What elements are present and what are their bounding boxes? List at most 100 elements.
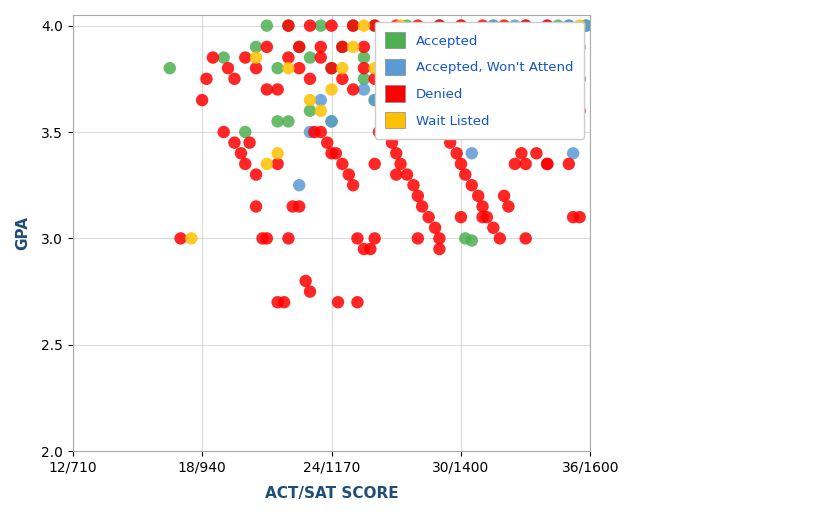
- Denied: [520, 160, 533, 168]
- Denied: [250, 64, 263, 72]
- Wait Listed: [487, 107, 500, 115]
- Denied: [444, 43, 457, 51]
- Denied: [487, 96, 500, 104]
- Accepted: [260, 22, 273, 30]
- Wait Listed: [336, 64, 349, 72]
- Wait Listed: [573, 22, 586, 30]
- Accepted: [551, 22, 564, 30]
- Accepted: [303, 107, 316, 115]
- Accepted: [563, 107, 576, 115]
- Wait Listed: [325, 85, 338, 93]
- Accepted, Won't Attend: [580, 22, 593, 30]
- Accepted, Won't Attend: [520, 64, 533, 72]
- Denied: [563, 160, 576, 168]
- Denied: [411, 54, 424, 62]
- Denied: [364, 245, 377, 253]
- Denied: [422, 43, 435, 51]
- Denied: [487, 43, 500, 51]
- Denied: [303, 75, 316, 83]
- Denied: [308, 128, 321, 136]
- Denied: [541, 22, 554, 30]
- Accepted: [580, 22, 593, 30]
- Denied: [358, 64, 371, 72]
- Denied: [234, 149, 247, 157]
- Accepted: [520, 22, 533, 30]
- Accepted, Won't Attend: [498, 54, 511, 62]
- Denied: [573, 213, 586, 221]
- Accepted, Won't Attend: [454, 43, 467, 51]
- Denied: [465, 107, 478, 115]
- Denied: [411, 22, 424, 30]
- Denied: [368, 160, 381, 168]
- Denied: [260, 85, 273, 93]
- Wait Listed: [250, 54, 263, 62]
- Accepted: [530, 64, 543, 72]
- Denied: [293, 64, 306, 72]
- Wait Listed: [508, 75, 521, 83]
- Denied: [379, 128, 392, 136]
- Denied: [508, 117, 521, 125]
- Accepted: [459, 234, 472, 243]
- Accepted, Won't Attend: [530, 75, 543, 83]
- Accepted: [454, 22, 467, 30]
- Denied: [415, 202, 428, 211]
- Wait Listed: [422, 75, 435, 83]
- Accepted, Won't Attend: [573, 75, 586, 83]
- Denied: [433, 22, 446, 30]
- Denied: [444, 85, 457, 93]
- Accepted: [573, 43, 586, 51]
- Accepted: [368, 22, 381, 30]
- Accepted: [401, 22, 414, 30]
- Denied: [530, 149, 543, 157]
- Denied: [379, 43, 392, 51]
- Wait Listed: [346, 43, 359, 51]
- Denied: [200, 75, 213, 83]
- Denied: [321, 138, 334, 147]
- Wait Listed: [260, 160, 273, 168]
- Denied: [342, 170, 355, 179]
- Accepted, Won't Attend: [379, 64, 392, 72]
- Accepted, Won't Attend: [476, 75, 489, 83]
- Accepted: [379, 64, 392, 72]
- Denied: [379, 54, 392, 62]
- Accepted, Won't Attend: [487, 22, 500, 30]
- Wait Listed: [551, 43, 564, 51]
- Wait Listed: [379, 96, 392, 104]
- Denied: [286, 202, 299, 211]
- Denied: [315, 54, 328, 62]
- Denied: [325, 22, 338, 30]
- Denied: [389, 170, 402, 179]
- Wait Listed: [454, 64, 467, 72]
- Accepted: [358, 75, 371, 83]
- Accepted, Won't Attend: [444, 64, 457, 72]
- Denied: [520, 22, 533, 30]
- Accepted, Won't Attend: [563, 22, 576, 30]
- Accepted: [217, 54, 230, 62]
- Accepted: [271, 117, 284, 125]
- Denied: [207, 54, 220, 62]
- Denied: [260, 43, 273, 51]
- Denied: [454, 22, 467, 30]
- Denied: [454, 160, 467, 168]
- Denied: [351, 298, 364, 307]
- Denied: [239, 54, 252, 62]
- Denied: [394, 160, 407, 168]
- Accepted, Won't Attend: [368, 96, 381, 104]
- Accepted: [303, 54, 316, 62]
- Wait Listed: [411, 117, 424, 125]
- Denied: [336, 75, 349, 83]
- Denied: [508, 160, 521, 168]
- Denied: [346, 22, 359, 30]
- Denied: [508, 43, 521, 51]
- Wait Listed: [394, 22, 407, 30]
- Wait Listed: [530, 75, 543, 83]
- Accepted, Won't Attend: [325, 117, 338, 125]
- Accepted: [498, 96, 511, 104]
- Wait Listed: [401, 54, 414, 62]
- Wait Listed: [271, 149, 284, 157]
- Denied: [541, 160, 554, 168]
- Accepted: [476, 75, 489, 83]
- Accepted: [472, 54, 485, 62]
- Accepted: [498, 54, 511, 62]
- Denied: [329, 149, 342, 157]
